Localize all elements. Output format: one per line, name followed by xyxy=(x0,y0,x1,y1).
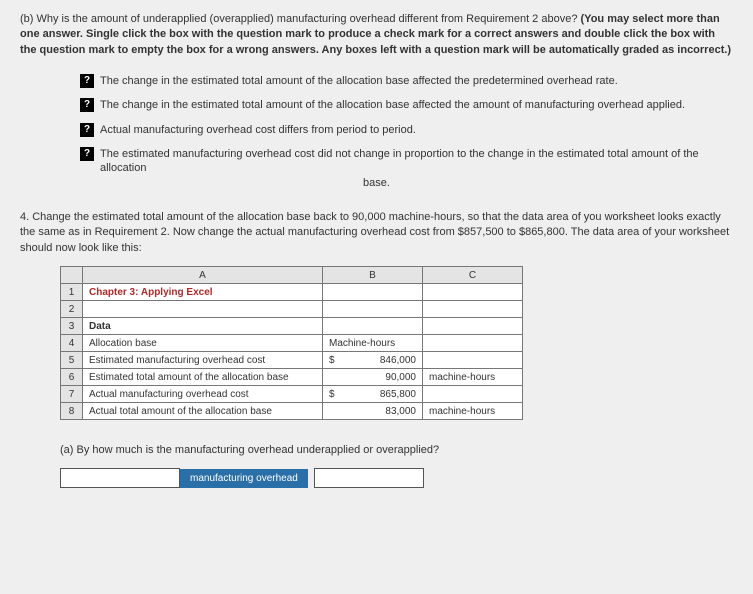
corner-cell xyxy=(61,267,83,284)
cell xyxy=(323,284,423,301)
row-number: 8 xyxy=(61,403,83,420)
table-row: 5 Estimated manufacturing overhead cost … xyxy=(61,352,523,369)
table-row: 6 Estimated total amount of the allocati… xyxy=(61,369,523,386)
row-number: 1 xyxy=(61,284,83,301)
cell: 90,000 xyxy=(323,369,423,386)
col-header-b: B xyxy=(323,267,423,284)
question-4-text: 4. Change the estimated total amount of … xyxy=(20,210,733,256)
table-header-row: A B C xyxy=(61,267,523,284)
table-row: 7 Actual manufacturing overhead cost $86… xyxy=(61,386,523,403)
question-b-text: (b) Why is the amount of underapplied (o… xyxy=(20,12,733,58)
col-header-c: C xyxy=(423,267,523,284)
dropdown-select[interactable] xyxy=(60,468,180,488)
col-header-a: A xyxy=(83,267,323,284)
cell: machine-hours xyxy=(423,403,523,420)
cell xyxy=(423,352,523,369)
row-number: 4 xyxy=(61,335,83,352)
table-row: 2 xyxy=(61,301,523,318)
manufacturing-overhead-button[interactable]: manufacturing overhead xyxy=(180,469,308,488)
checkbox-group: ? The change in the estimated total amou… xyxy=(80,74,733,190)
part-a-text: (a) By how much is the manufacturing ove… xyxy=(60,444,733,456)
table-row: 1 Chapter 3: Applying Excel xyxy=(61,284,523,301)
cell xyxy=(423,284,523,301)
checkbox-row: ? The change in the estimated total amou… xyxy=(80,98,733,112)
cell: $846,000 xyxy=(323,352,423,369)
row-number: 3 xyxy=(61,318,83,335)
row-number: 6 xyxy=(61,369,83,386)
table-row: 3 Data xyxy=(61,318,523,335)
cell: Actual manufacturing overhead cost xyxy=(83,386,323,403)
amount-input[interactable] xyxy=(314,468,424,488)
row-number: 2 xyxy=(61,301,83,318)
checkbox-row: ? Actual manufacturing overhead cost dif… xyxy=(80,123,733,137)
cell: $865,800 xyxy=(323,386,423,403)
cell xyxy=(83,301,323,318)
checkbox-label: The estimated manufacturing overhead cos… xyxy=(100,147,733,190)
question-mark-checkbox[interactable]: ? xyxy=(80,98,94,112)
checkbox-label: Actual manufacturing overhead cost diffe… xyxy=(100,123,733,137)
row-number: 7 xyxy=(61,386,83,403)
cell: Chapter 3: Applying Excel xyxy=(83,284,323,301)
table-row: 8 Actual total amount of the allocation … xyxy=(61,403,523,420)
option4-line1: The estimated manufacturing overhead cos… xyxy=(100,148,699,174)
cell xyxy=(423,318,523,335)
row-number: 5 xyxy=(61,352,83,369)
checkbox-label: The change in the estimated total amount… xyxy=(100,98,733,112)
cell: machine-hours xyxy=(423,369,523,386)
checkbox-row: ? The estimated manufacturing overhead c… xyxy=(80,147,733,190)
cell xyxy=(323,301,423,318)
data-table: A B C 1 Chapter 3: Applying Excel 2 3 Da… xyxy=(60,266,523,420)
cell: Allocation base xyxy=(83,335,323,352)
question-mark-checkbox[interactable]: ? xyxy=(80,147,94,161)
cell: Estimated total amount of the allocation… xyxy=(83,369,323,386)
question-mark-checkbox[interactable]: ? xyxy=(80,123,94,137)
question-b-prefix: (b) Why is the amount of underapplied (o… xyxy=(20,13,581,25)
cell: Data xyxy=(83,318,323,335)
checkbox-row: ? The change in the estimated total amou… xyxy=(80,74,733,88)
cell: Estimated manufacturing overhead cost xyxy=(83,352,323,369)
cell xyxy=(323,318,423,335)
cell: Machine-hours xyxy=(323,335,423,352)
cell: 83,000 xyxy=(323,403,423,420)
cell xyxy=(423,301,523,318)
table-row: 4 Allocation base Machine-hours xyxy=(61,335,523,352)
cell xyxy=(423,386,523,403)
question-mark-checkbox[interactable]: ? xyxy=(80,74,94,88)
option4-line2: base. xyxy=(20,176,733,190)
checkbox-label: The change in the estimated total amount… xyxy=(100,74,733,88)
answer-input-row: manufacturing overhead xyxy=(60,468,733,488)
cell: Actual total amount of the allocation ba… xyxy=(83,403,323,420)
cell xyxy=(423,335,523,352)
